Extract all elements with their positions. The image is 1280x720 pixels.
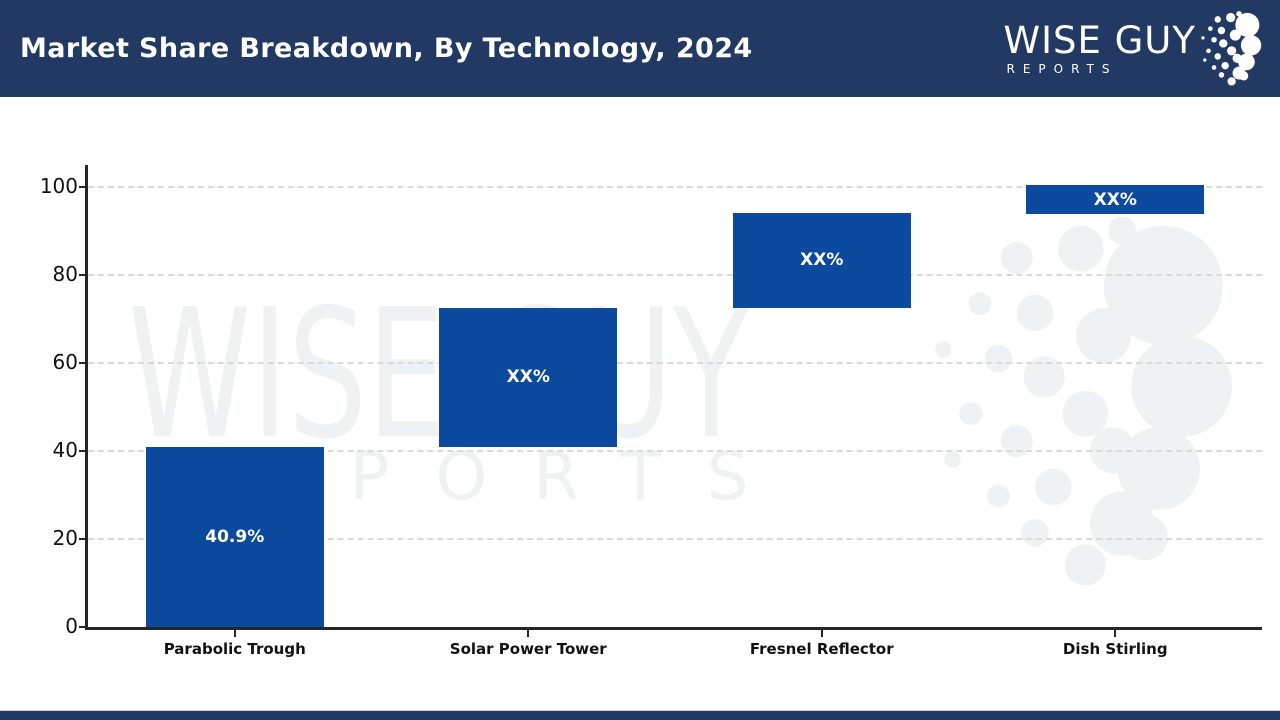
gridline-20 (88, 538, 1262, 540)
x-category-label-solar-power-tower: Solar Power Tower (449, 640, 607, 658)
page-title: Market Share Breakdown, By Technology, 2… (20, 33, 753, 64)
y-tick-mark-100 (79, 186, 88, 188)
y-tick-mark-0 (79, 626, 88, 628)
x-category-label-fresnel-reflector: Fresnel Reflector (749, 640, 894, 658)
x-tick-mark-dish-stirling (1114, 629, 1117, 637)
x-tick-mark-solar-power-tower (527, 629, 530, 637)
bar-value-label-parabolic-trough: 40.9% (205, 527, 265, 547)
logo-wordmark-block: WISE GUY REPORTS (1004, 22, 1196, 76)
x-category-label-dish-stirling: Dish Stirling (1062, 640, 1168, 658)
brand-logo: WISE GUY REPORTS (1004, 9, 1264, 89)
y-tick-label-60: 60 (52, 350, 78, 374)
gridline-60 (88, 362, 1262, 364)
bar-value-label-dish-stirling: XX% (1093, 189, 1137, 210)
footer-bar (0, 710, 1280, 720)
y-tick-label-100: 100 (39, 174, 78, 198)
logo-subtext: REPORTS (1006, 61, 1118, 76)
gridline-100 (88, 186, 1262, 188)
bar-value-label-solar-power-tower: XX% (506, 367, 550, 388)
watermark-wordmark: WISE GUY (128, 271, 750, 478)
logo-wordmark: WISE GUY (1003, 18, 1196, 62)
y-tick-label-40: 40 (52, 438, 78, 462)
y-tick-label-0: 0 (65, 614, 78, 638)
y-tick-label-20: 20 (52, 526, 78, 550)
y-tick-mark-80 (79, 274, 88, 276)
y-tick-mark-40 (79, 450, 88, 452)
x-axis-line (85, 627, 1262, 630)
bar-solar-power-tower: XX% (439, 308, 618, 447)
x-category-label-parabolic-trough: Parabolic Trough (163, 640, 306, 658)
gridline-40 (88, 450, 1262, 452)
y-tick-mark-60 (79, 362, 88, 364)
x-tick-mark-fresnel-reflector (820, 629, 823, 637)
y-tick-mark-20 (79, 538, 88, 540)
y-tick-label-80: 80 (52, 262, 78, 286)
x-tick-mark-parabolic-trough (233, 629, 236, 637)
gridline-80 (88, 274, 1262, 276)
bar-dish-stirling: XX% (1026, 184, 1205, 215)
y-axis-line (85, 165, 88, 629)
bar-parabolic-trough: 40.9% (145, 447, 324, 627)
bar-fresnel-reflector: XX% (732, 213, 911, 308)
header: Market Share Breakdown, By Technology, 2… (0, 0, 1280, 97)
bar-value-label-fresnel-reflector: XX% (800, 250, 844, 271)
logo-head-icon (1201, 10, 1262, 86)
